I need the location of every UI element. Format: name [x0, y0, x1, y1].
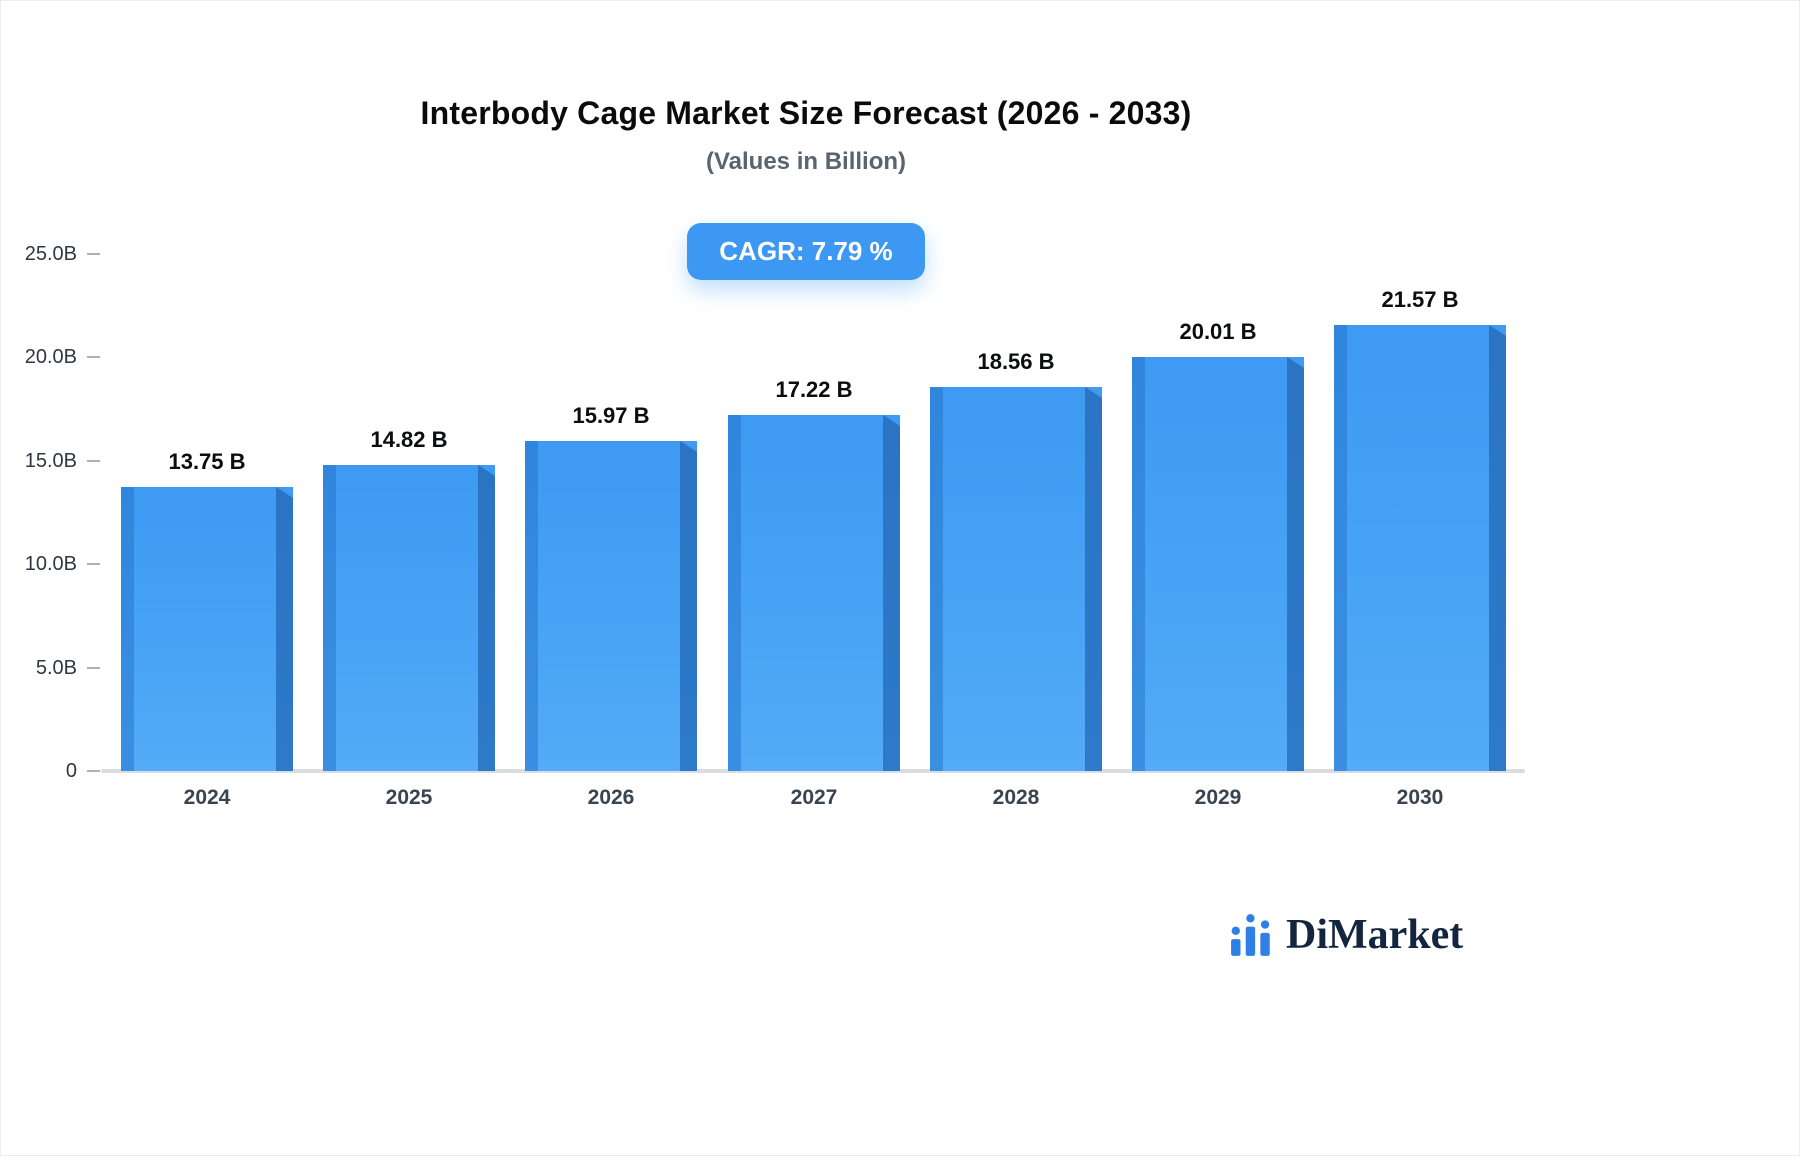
- chart-title: Interbody Cage Market Size Forecast (202…: [420, 95, 1192, 131]
- bar-group: 13.75 B 2024: [121, 254, 293, 809]
- bar-group: 20.01 B 2029: [1132, 254, 1304, 809]
- y-tick-label: 5.0B: [35, 656, 77, 679]
- bar: [1132, 357, 1304, 771]
- bar-group: 17.22 B 2027: [728, 254, 900, 809]
- x-axis-label: 2029: [1194, 786, 1242, 809]
- bar-value-label: 17.22 B: [775, 377, 853, 402]
- y-axis: 25.0B 20.0B 15.0B 10.0B 5.0B 0: [1, 243, 101, 782]
- bar-value-label: 20.01 B: [1179, 319, 1257, 344]
- bar: [323, 465, 495, 771]
- chart-subtitle: (Values in Billion): [705, 148, 907, 175]
- x-axis-label: 2028: [992, 786, 1040, 809]
- x-axis-label: 2026: [587, 786, 635, 809]
- bar-value-label: 14.82 B: [370, 427, 448, 452]
- bar: [930, 387, 1102, 771]
- plot-area: 13.75 B 2024 14.82 B 2025 15.97 B 2026 17.22 B…: [106, 254, 1521, 809]
- bar-group: 14.82 B 2025: [323, 254, 495, 809]
- y-tick-mark: [87, 563, 100, 566]
- x-axis-label: 2025: [385, 786, 433, 809]
- bar: [1334, 325, 1506, 771]
- cagr-badge-row: CAGR: 7.79 %: [1, 223, 1611, 280]
- y-tick-mark: [87, 253, 100, 255]
- brand-logo: DiMarket: [1229, 904, 1463, 966]
- y-tick-label: 0: [65, 760, 77, 782]
- bar-group: 21.57 B 2030: [1334, 254, 1506, 809]
- bar: [525, 441, 697, 771]
- bar-value-label: 21.57 B: [1381, 287, 1459, 312]
- y-tick-mark: [87, 356, 100, 359]
- bar-value-label: 18.56 B: [977, 349, 1055, 374]
- y-tick-label: 25.0B: [24, 243, 77, 265]
- y-tick-label: 20.0B: [24, 346, 77, 369]
- cagr-badge: CAGR: 7.79 %: [687, 223, 925, 280]
- y-tick-mark: [87, 770, 100, 772]
- brand-name: DiMarket: [1286, 912, 1464, 958]
- x-axis-label: 2024: [183, 786, 231, 809]
- bar: [728, 415, 900, 771]
- bar-group: 15.97 B 2026: [525, 254, 697, 809]
- bar: [121, 487, 293, 771]
- y-tick-mark: [87, 666, 100, 669]
- bar-group: 18.56 B 2028: [930, 254, 1102, 809]
- x-axis-label: 2027: [790, 786, 838, 809]
- bar-value-label: 13.75 B: [168, 449, 246, 474]
- y-tick-mark: [87, 459, 100, 462]
- x-axis-label: 2030: [1396, 786, 1444, 809]
- dimarket-logo-icon: [1231, 914, 1270, 956]
- x-axis-line: [101, 769, 1525, 773]
- y-tick-label: 15.0B: [24, 449, 77, 472]
- y-tick-label: 10.0B: [24, 553, 77, 576]
- bar-value-label: 15.97 B: [572, 403, 650, 428]
